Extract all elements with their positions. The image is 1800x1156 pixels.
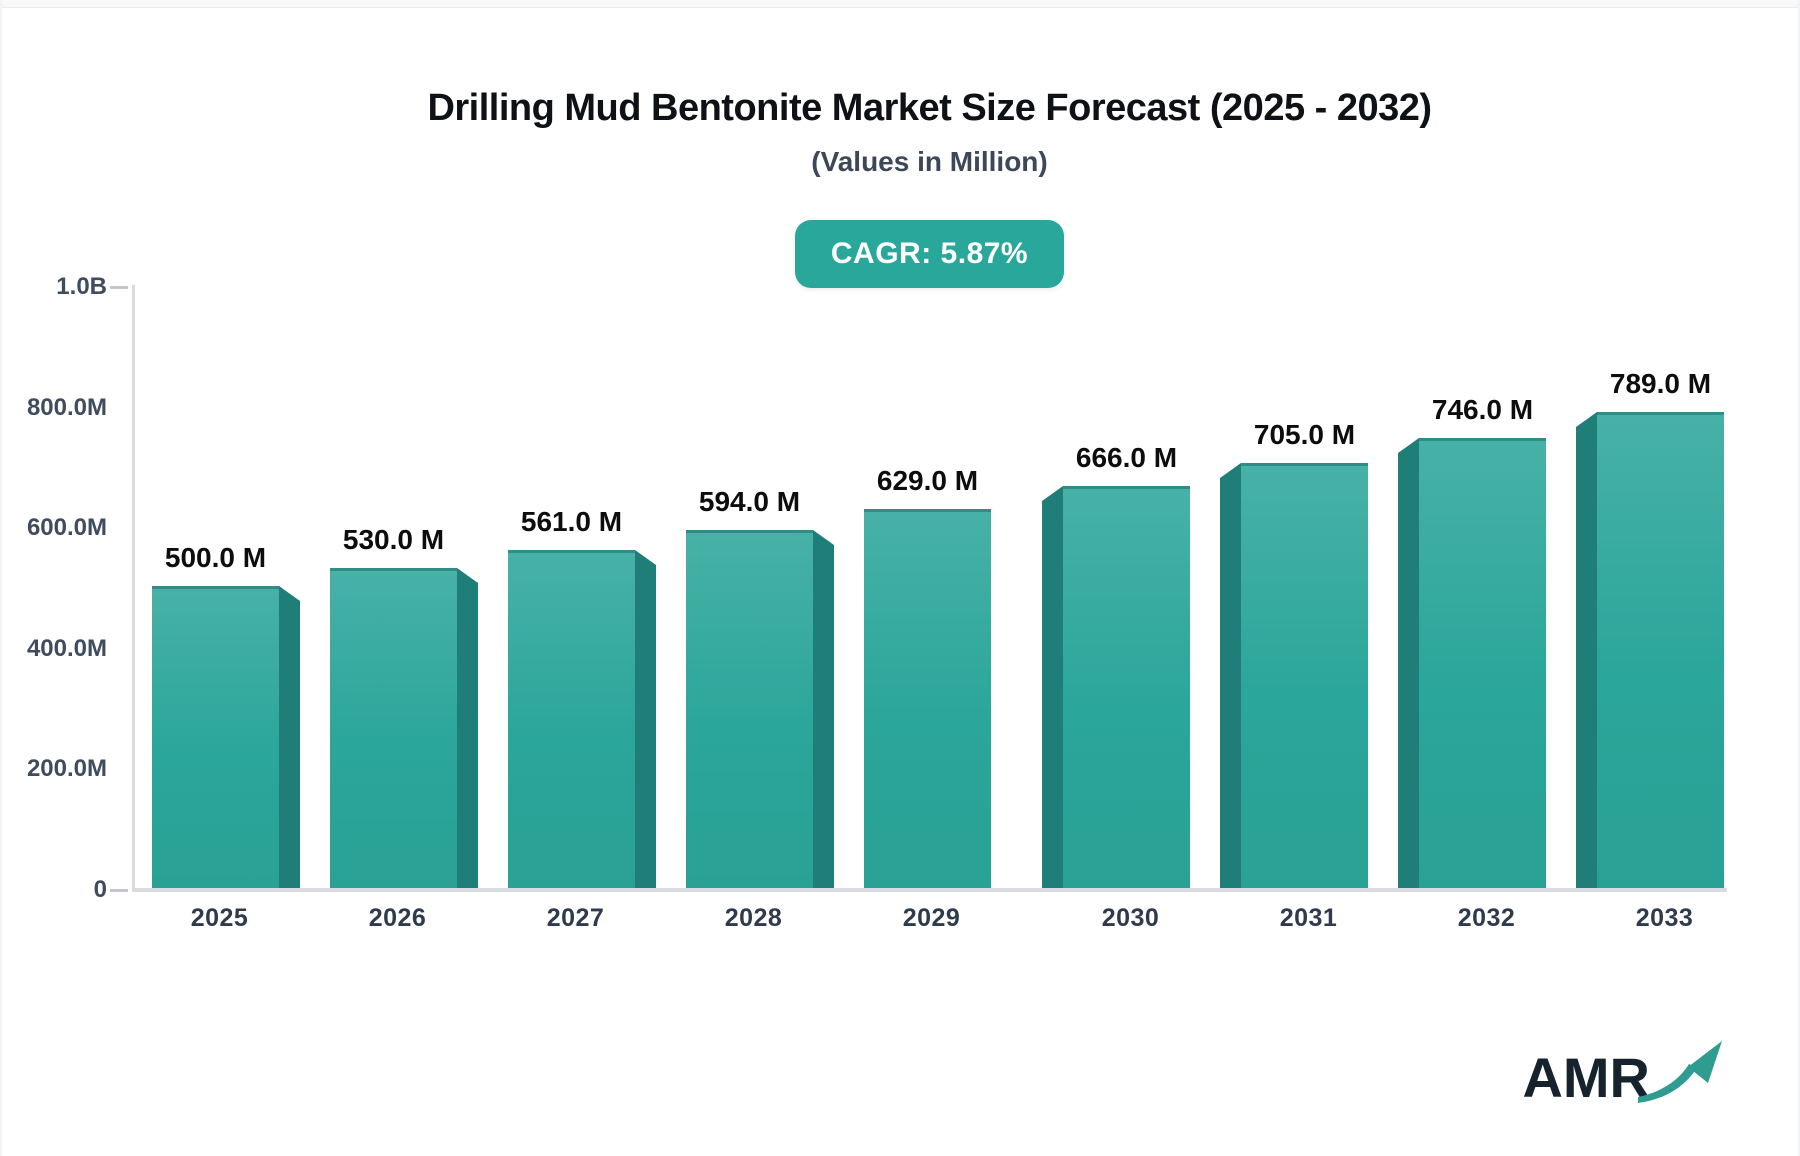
bar-3d-side-2025 bbox=[279, 586, 300, 888]
bar-2033[interactable] bbox=[1597, 412, 1724, 888]
x-axis-label-2029: 2029 bbox=[902, 904, 961, 932]
cagr-badge: CAGR: 5.87% bbox=[794, 219, 1065, 288]
y-axis-label-1.0B: 1.0B bbox=[56, 273, 107, 300]
bar-3d-side-2027 bbox=[635, 550, 656, 888]
y-axis-label-600.0M: 600.0M bbox=[26, 514, 107, 542]
x-axis-line bbox=[132, 888, 1727, 892]
bar-3d-side-2033 bbox=[1576, 412, 1597, 888]
y-axis-label-200.0M: 200.0M bbox=[26, 755, 107, 783]
x-axis-label-2032: 2032 bbox=[1457, 904, 1516, 932]
bar-value-label-2027: 561.0 M bbox=[520, 506, 623, 537]
bar-2030[interactable] bbox=[1063, 486, 1190, 888]
bar-value-label-2030: 666.0 M bbox=[1075, 442, 1178, 473]
y-axis-tick-dash bbox=[110, 286, 128, 289]
bar-2032[interactable] bbox=[1419, 438, 1546, 888]
bar-3d-side-2026 bbox=[457, 568, 478, 888]
bar-value-label-2031: 705.0 M bbox=[1253, 419, 1356, 450]
x-axis-label-2025: 2025 bbox=[190, 904, 249, 932]
bar-3d-side-2032 bbox=[1398, 438, 1419, 888]
y-axis-label-800.0M: 800.0M bbox=[26, 393, 107, 421]
bar-2027[interactable] bbox=[508, 550, 635, 888]
bar-2028[interactable] bbox=[686, 530, 813, 888]
x-axis-label-2028: 2028 bbox=[724, 904, 783, 932]
bar-value-label-2025: 500.0 M bbox=[164, 542, 267, 573]
x-axis-label-2033: 2033 bbox=[1635, 904, 1694, 932]
y-axis-label-0: 0 bbox=[93, 876, 107, 903]
bar-3d-side-2031 bbox=[1220, 463, 1241, 888]
bar-2026[interactable] bbox=[330, 568, 457, 888]
y-axis-label-400.0M: 400.0M bbox=[26, 634, 107, 662]
bar-3d-side-2030 bbox=[1042, 486, 1063, 888]
bar-value-label-2033: 789.0 M bbox=[1609, 368, 1712, 399]
x-axis-label-2027: 2027 bbox=[546, 904, 605, 932]
bar-value-label-2028: 594.0 M bbox=[698, 486, 801, 517]
y-axis-tick-dash bbox=[110, 889, 128, 892]
amr-logo: AMR bbox=[1522, 1041, 1728, 1111]
amr-logo-text: AMR bbox=[1522, 1045, 1650, 1109]
growth-arrow-icon bbox=[1638, 1041, 1722, 1103]
bar-2025[interactable] bbox=[152, 586, 279, 888]
bar-3d-side-2028 bbox=[813, 530, 834, 888]
y-axis-line bbox=[132, 285, 135, 892]
chart-subtitle: (Values in Million) bbox=[811, 145, 1048, 177]
bar-2031[interactable] bbox=[1241, 463, 1368, 888]
x-axis-label-2026: 2026 bbox=[368, 904, 427, 932]
page-top-strip bbox=[2, 0, 1798, 8]
bar-value-label-2032: 746.0 M bbox=[1431, 394, 1534, 425]
chart-header: Drilling Mud Bentonite Market Size Forec… bbox=[132, 87, 1727, 288]
x-axis-label-2030: 2030 bbox=[1101, 904, 1160, 932]
x-axis-label-2031: 2031 bbox=[1279, 904, 1338, 932]
bar-value-label-2029: 629.0 M bbox=[876, 465, 979, 496]
bar-value-label-2026: 530.0 M bbox=[342, 524, 445, 555]
chart-title: Drilling Mud Bentonite Market Size Forec… bbox=[427, 87, 1432, 129]
bar-2029[interactable] bbox=[864, 509, 991, 888]
